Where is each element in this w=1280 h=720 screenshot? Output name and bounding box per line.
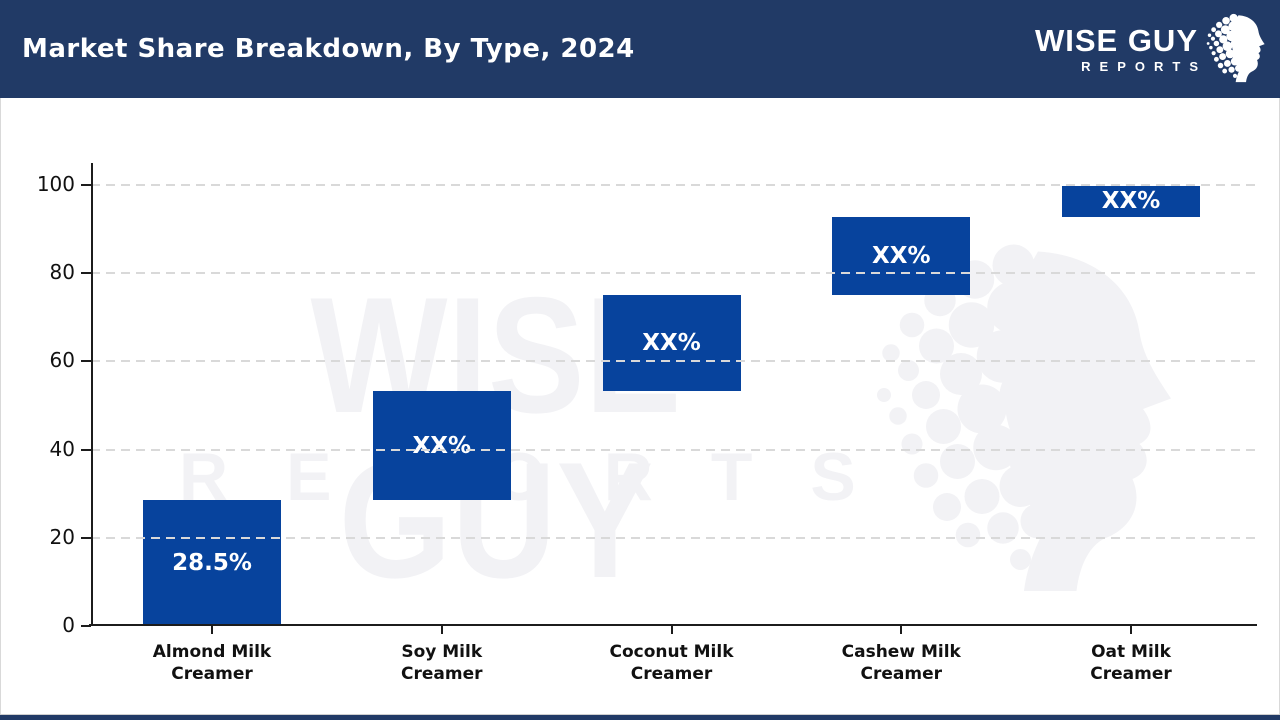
bar-value-label-oat-milk-creamer: XX% [1101,188,1161,215]
x-tick-oat-milk-creamer [1130,626,1132,634]
category-label-almond-milk-creamer: Almond Milk Creamer [152,642,272,685]
bar-value-label-cashew-milk-creamer: XX% [871,243,931,270]
category-label-cashew-milk-creamer: Cashew Milk Creamer [841,642,961,685]
x-tick-coconut-milk-creamer [670,626,673,634]
y-tick-label-20: 20 [49,524,75,549]
chart-title: Market Share Breakdown, By Type, 2024 [22,34,635,64]
bar-cashew-milk-creamer: XX% [832,216,971,296]
bar-value-label-soy-milk-creamer: XX% [412,432,471,459]
brand-logo: WISE GUY REPORTS [1035,6,1266,92]
y-tick-label-0: 0 [62,613,75,637]
footer-bar [0,714,1280,720]
brand-wordmark: WISE GUY REPORTS [1035,25,1198,73]
bar-coconut-milk-creamer: XX% [602,295,741,391]
brand-name: WISE GUY [1034,23,1198,58]
y-tick-80 [81,272,91,275]
y-tick-20 [81,536,91,539]
y-tick-40 [81,448,91,451]
header: Market Share Breakdown, By Type, 2024 WI… [0,0,1280,98]
wiseguy-head-icon [1206,13,1265,83]
brand-subtitle: REPORTS [1081,59,1207,74]
gridline-40 [91,448,1257,451]
y-tick-label-40: 40 [49,436,75,461]
bar-value-label-coconut-milk-creamer: XX% [642,330,701,357]
y-tick-0 [81,625,91,627]
gridline-100 [91,184,1257,187]
bar-soy-milk-creamer: XX% [372,391,511,501]
y-tick-60 [81,360,91,363]
gridline-20 [91,536,1257,539]
gridline-80 [91,272,1257,275]
chart-canvas: WISE GUY REPORTS 28.5% XX% XX% XX% XX% 0 20 40… [0,98,1280,714]
category-label-coconut-milk-creamer: Coconut Milk Creamer [609,642,734,685]
y-tick-label-60: 60 [49,348,75,373]
bar-oat-milk-creamer: XX% [1062,185,1200,217]
x-axis-spine [89,624,1257,626]
x-tick-soy-milk-creamer [440,626,443,634]
bar-almond-milk-creamer: 28.5% [143,500,281,626]
x-tick-cashew-milk-creamer [900,626,903,634]
y-tick-label-80: 80 [49,260,75,285]
plot-area: 28.5% XX% XX% XX% XX% [81,163,1257,634]
category-label-oat-milk-creamer: Oat Milk Creamer [1090,642,1172,685]
gridline-60 [91,360,1257,363]
y-tick-100 [81,184,91,187]
category-label-soy-milk-creamer: Soy Milk Creamer [401,642,483,685]
y-tick-label-100: 100 [36,172,75,197]
x-tick-almond-milk-creamer [211,626,213,634]
y-axis-spine [91,163,93,626]
bar-value-label-almond-milk-creamer: 28.5% [172,550,252,577]
